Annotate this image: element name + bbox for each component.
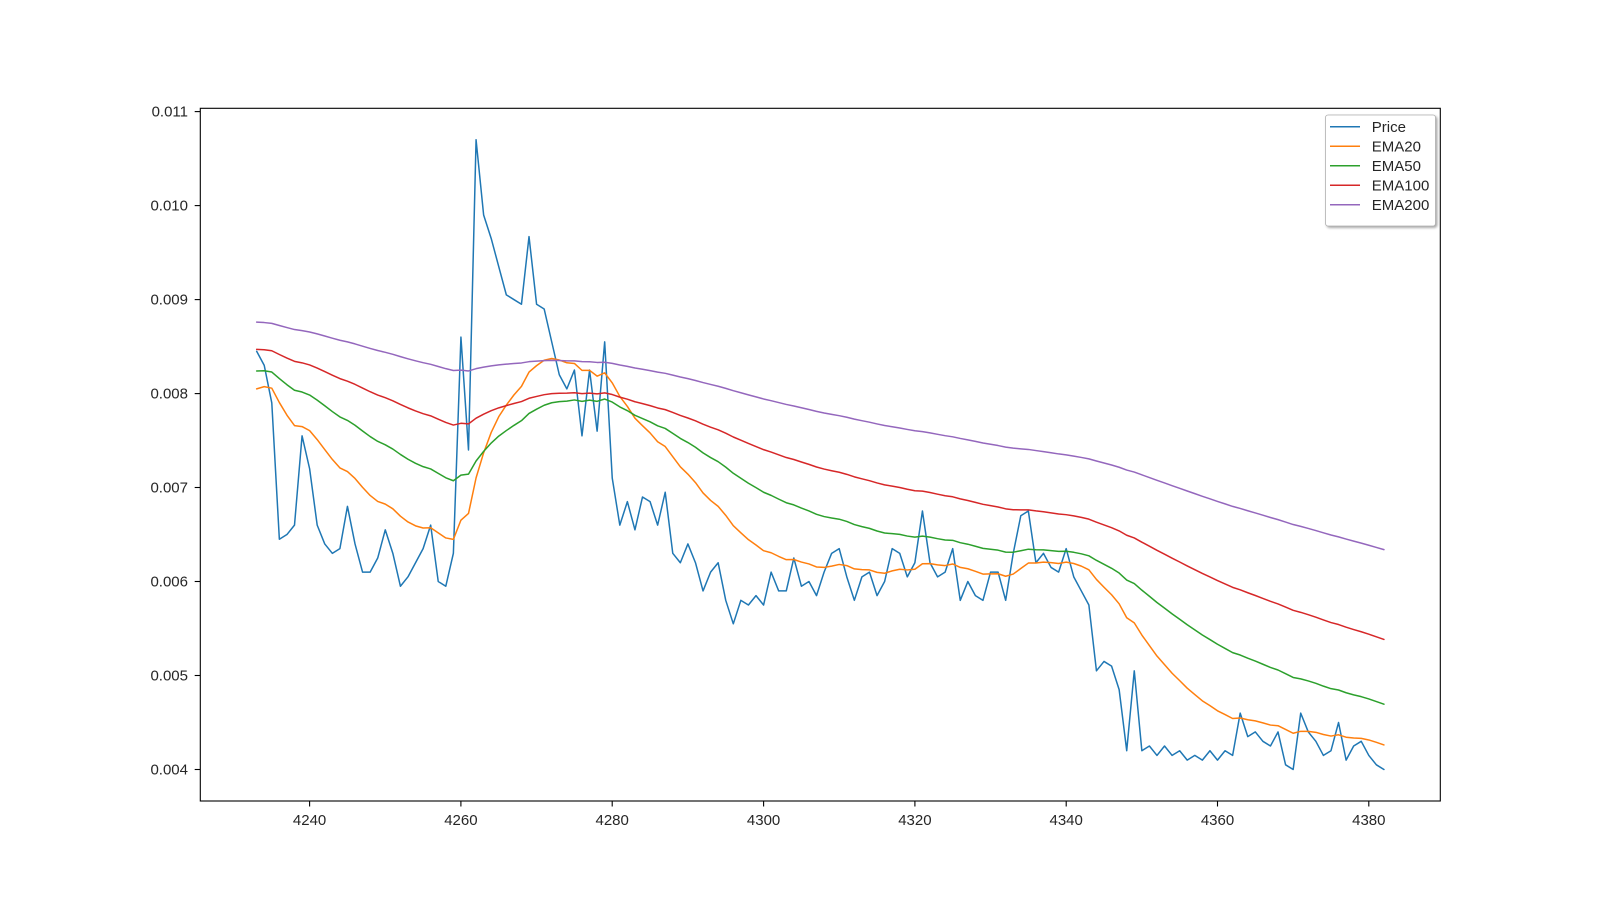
svg-text:4340: 4340 [1050, 812, 1083, 829]
svg-text:0.009: 0.009 [150, 291, 188, 308]
svg-text:4380: 4380 [1352, 812, 1385, 829]
svg-text:0.004: 0.004 [150, 761, 188, 778]
svg-text:EMA50: EMA50 [1372, 158, 1421, 175]
svg-text:EMA200: EMA200 [1372, 197, 1430, 214]
svg-text:4300: 4300 [747, 812, 780, 829]
svg-text:4360: 4360 [1201, 812, 1234, 829]
svg-text:Price: Price [1372, 119, 1406, 136]
svg-text:0.010: 0.010 [150, 197, 188, 214]
svg-text:EMA100: EMA100 [1372, 177, 1430, 194]
svg-text:EMA20: EMA20 [1372, 138, 1421, 155]
svg-text:0.005: 0.005 [150, 667, 188, 684]
svg-text:0.011: 0.011 [152, 103, 188, 120]
svg-text:0.007: 0.007 [150, 479, 188, 496]
svg-text:4240: 4240 [293, 812, 326, 829]
svg-text:0.006: 0.006 [150, 573, 188, 590]
svg-text:4320: 4320 [898, 812, 931, 829]
svg-text:4280: 4280 [596, 812, 629, 829]
svg-text:0.008: 0.008 [150, 385, 188, 402]
svg-text:4260: 4260 [444, 812, 477, 829]
